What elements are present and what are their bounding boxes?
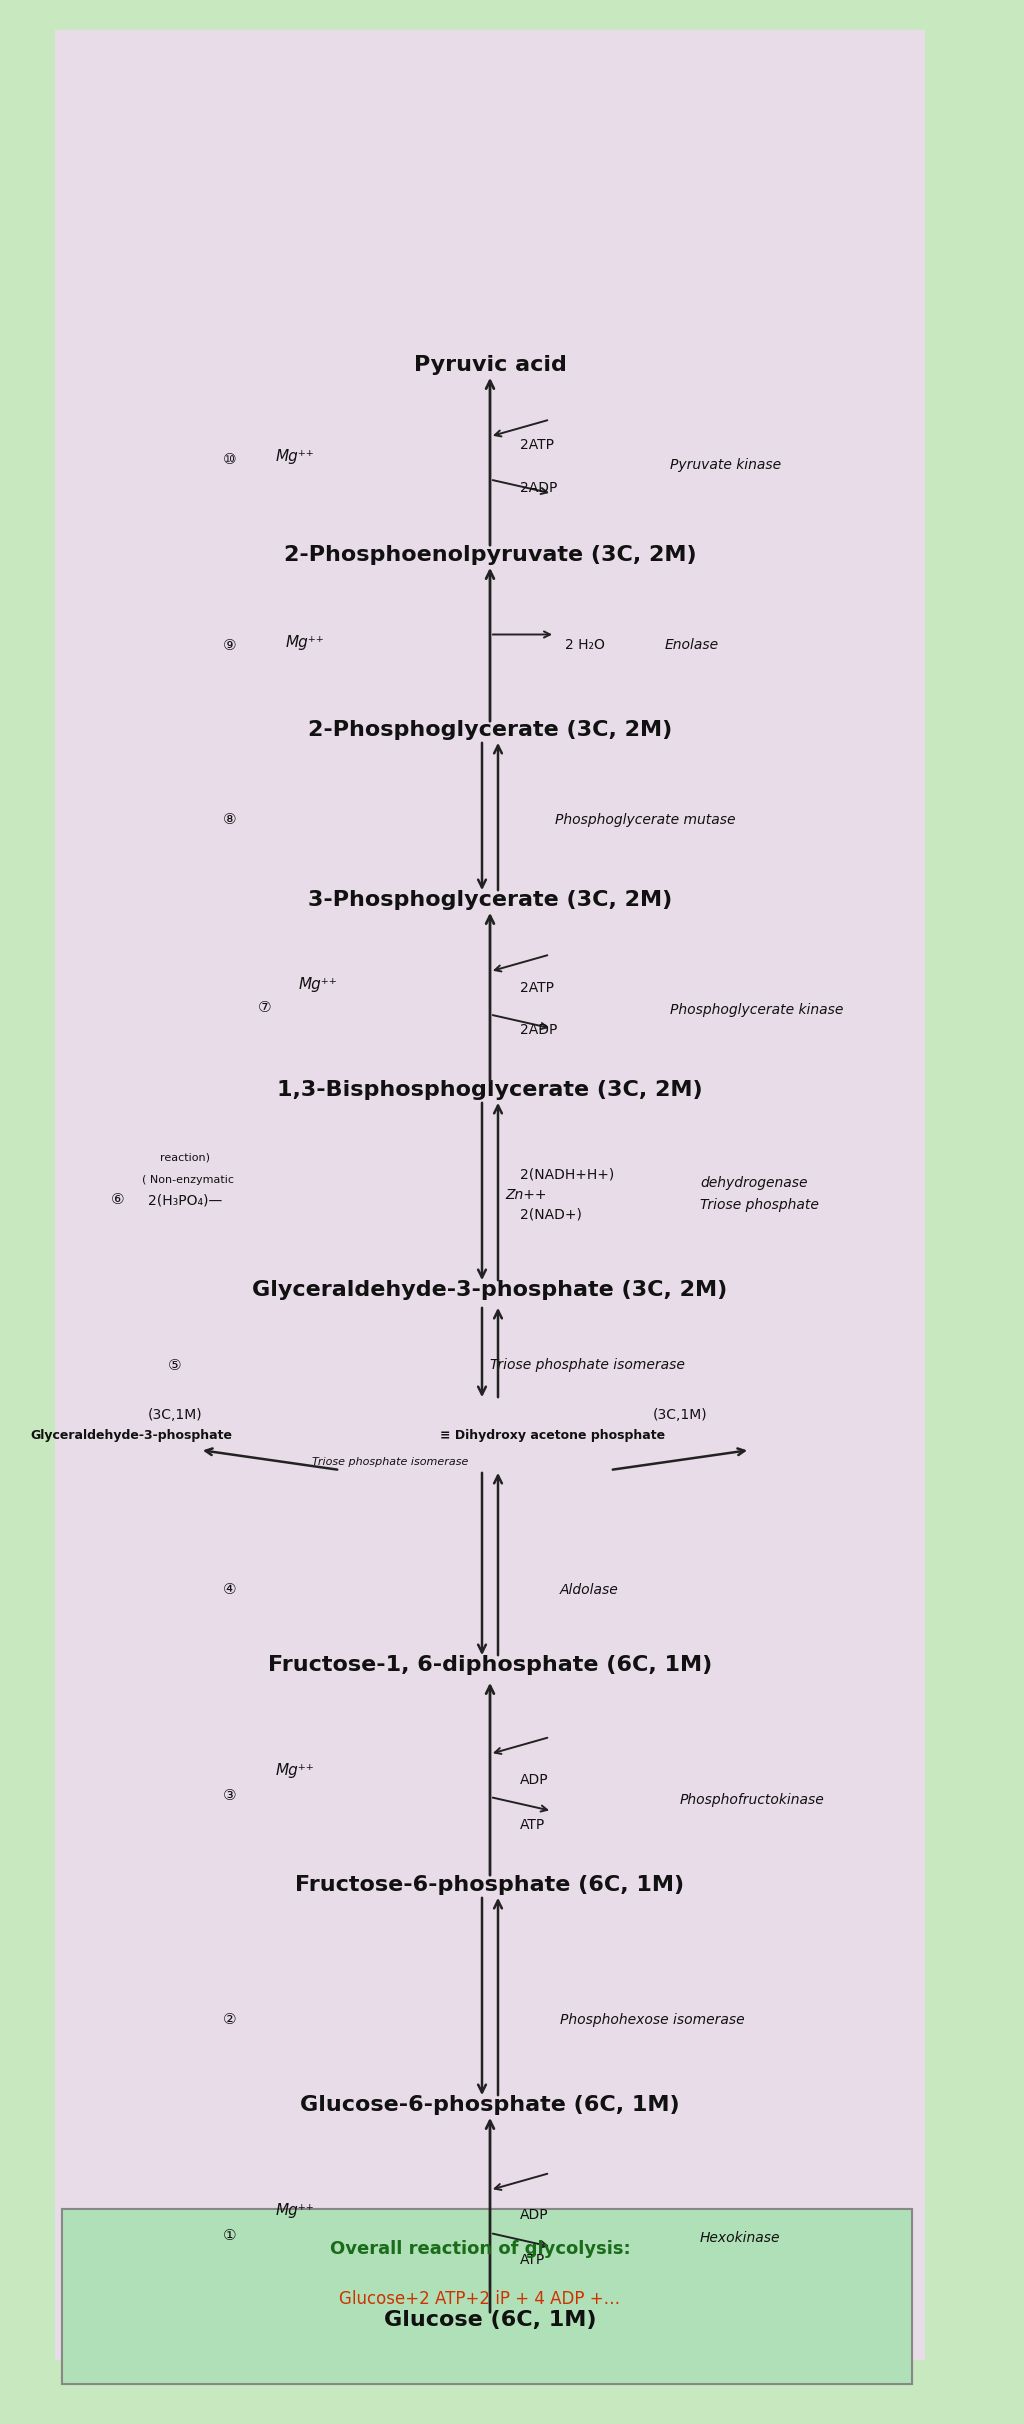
Text: Pyruvate kinase: Pyruvate kinase <box>670 458 781 473</box>
Text: 2(H₃PO₄)—: 2(H₃PO₄)— <box>148 1193 222 1207</box>
Text: Glucose (6C, 1M): Glucose (6C, 1M) <box>384 2310 596 2329</box>
Text: Phosphoglycerate kinase: Phosphoglycerate kinase <box>670 1004 844 1018</box>
Text: Mg⁺⁺: Mg⁺⁺ <box>299 977 337 991</box>
Text: 2ATP: 2ATP <box>520 439 554 451</box>
Text: ⑦: ⑦ <box>258 1001 271 1016</box>
Text: Mg⁺⁺: Mg⁺⁺ <box>286 635 325 650</box>
Text: Triose phosphate isomerase: Triose phosphate isomerase <box>490 1357 685 1372</box>
Text: Phosphoglycerate mutase: Phosphoglycerate mutase <box>555 812 735 827</box>
Text: Glyceraldehyde-3-phosphate (3C, 2M): Glyceraldehyde-3-phosphate (3C, 2M) <box>252 1280 728 1299</box>
Text: Enolase: Enolase <box>665 638 719 652</box>
Text: 2(NAD+): 2(NAD+) <box>520 1207 582 1222</box>
Text: ②: ② <box>223 2012 237 2026</box>
Text: Glucose+2 ATP+2 iP + 4 ADP +…: Glucose+2 ATP+2 iP + 4 ADP +… <box>339 2291 621 2308</box>
Text: Triose phosphate: Triose phosphate <box>700 1197 819 1212</box>
Text: dehydrogenase: dehydrogenase <box>700 1176 808 1190</box>
FancyBboxPatch shape <box>62 2208 912 2383</box>
FancyBboxPatch shape <box>55 29 925 2361</box>
Text: Pyruvic acid: Pyruvic acid <box>414 354 566 376</box>
Text: Mg⁺⁺: Mg⁺⁺ <box>275 1762 314 1777</box>
Text: Triose phosphate isomerase: Triose phosphate isomerase <box>312 1457 468 1467</box>
Text: Zn++: Zn++ <box>505 1188 547 1202</box>
Text: ( Non-enzymatic: ( Non-enzymatic <box>142 1176 234 1185</box>
Text: ⑤: ⑤ <box>168 1357 182 1372</box>
Text: Overall reaction of glycolysis:: Overall reaction of glycolysis: <box>330 2240 631 2259</box>
Text: 2ADP: 2ADP <box>520 1023 557 1037</box>
Text: Hexokinase: Hexokinase <box>700 2230 780 2245</box>
Text: (3C,1M): (3C,1M) <box>652 1408 708 1423</box>
Text: Phosphohexose isomerase: Phosphohexose isomerase <box>560 2012 744 2026</box>
Text: ⑨: ⑨ <box>223 638 237 652</box>
Text: Mg⁺⁺: Mg⁺⁺ <box>275 2203 314 2218</box>
Text: 2ADP: 2ADP <box>520 480 557 494</box>
Text: ③: ③ <box>223 1786 237 1803</box>
Text: Glucose-6-phosphate (6C, 1M): Glucose-6-phosphate (6C, 1M) <box>300 2094 680 2116</box>
Text: Fructose-6-phosphate (6C, 1M): Fructose-6-phosphate (6C, 1M) <box>296 1876 685 1896</box>
Text: ADP: ADP <box>520 1772 549 1786</box>
Text: ⑥: ⑥ <box>112 1193 125 1207</box>
Text: 2 H₂O: 2 H₂O <box>565 638 605 652</box>
Text: 3-Phosphoglycerate (3C, 2M): 3-Phosphoglycerate (3C, 2M) <box>308 890 672 909</box>
Text: ⑧: ⑧ <box>223 812 237 827</box>
Text: Mg⁺⁺: Mg⁺⁺ <box>275 448 314 465</box>
Text: Glyceraldehyde-3-phosphate: Glyceraldehyde-3-phosphate <box>30 1428 232 1442</box>
Text: 2-Phosphoenolpyruvate (3C, 2M): 2-Phosphoenolpyruvate (3C, 2M) <box>284 545 696 565</box>
Text: 2ATP: 2ATP <box>520 982 554 994</box>
Text: Fructose-1, 6-diphosphate (6C, 1M): Fructose-1, 6-diphosphate (6C, 1M) <box>268 1656 712 1675</box>
FancyBboxPatch shape <box>62 2208 912 2383</box>
Text: ≡ Dihydroxy acetone phosphate: ≡ Dihydroxy acetone phosphate <box>440 1428 666 1442</box>
Text: (3C,1M): (3C,1M) <box>147 1408 203 1423</box>
Text: ADP: ADP <box>520 2208 549 2223</box>
Text: Phosphofructokinase: Phosphofructokinase <box>680 1794 824 1806</box>
Text: ①: ① <box>223 2228 237 2242</box>
Text: ⑩: ⑩ <box>223 453 237 468</box>
Text: ATP: ATP <box>520 2252 545 2266</box>
Text: ④: ④ <box>223 1583 237 1597</box>
Text: 1,3-Bisphosphoglycerate (3C, 2M): 1,3-Bisphosphoglycerate (3C, 2M) <box>278 1081 702 1100</box>
Text: ATP: ATP <box>520 1818 545 1833</box>
Text: 2-Phosphoglycerate (3C, 2M): 2-Phosphoglycerate (3C, 2M) <box>308 720 672 739</box>
Text: reaction): reaction) <box>160 1154 210 1164</box>
Text: 2(NADH+H+): 2(NADH+H+) <box>520 1168 614 1183</box>
Text: Aldolase: Aldolase <box>560 1583 618 1597</box>
